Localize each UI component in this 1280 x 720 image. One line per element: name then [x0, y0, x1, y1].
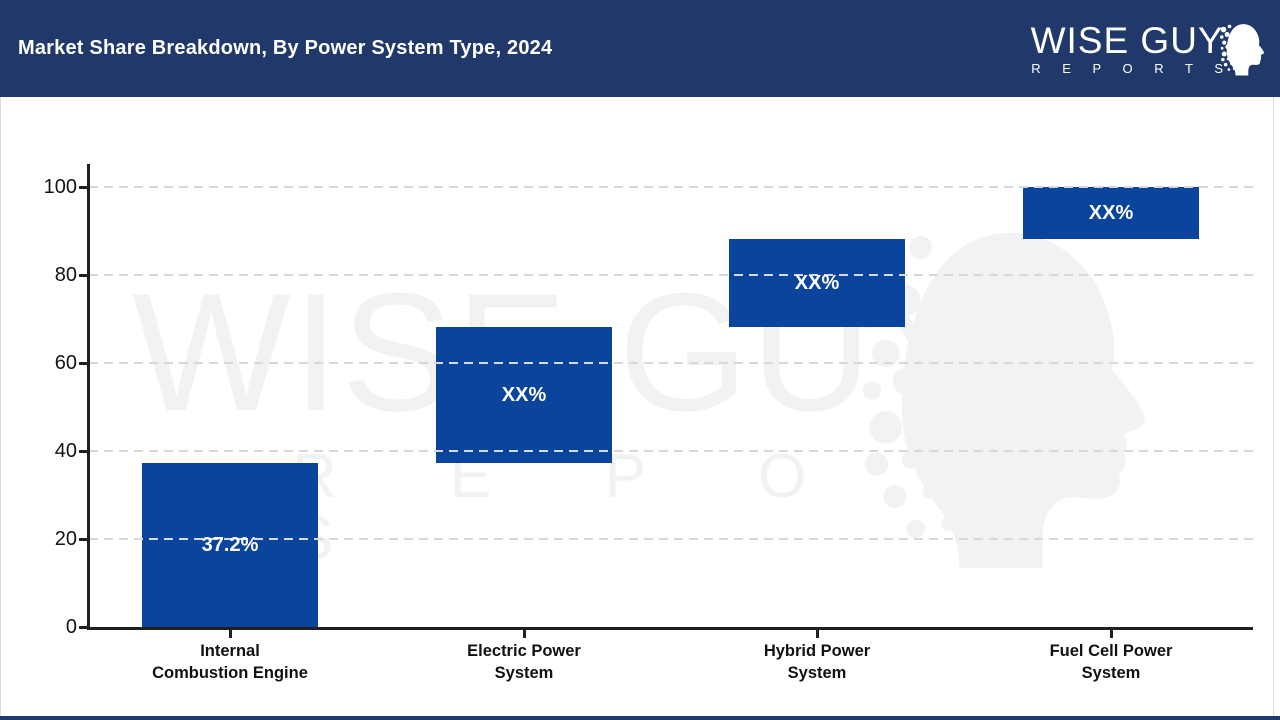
x-category-label-1: Internal Combustion Engine	[152, 642, 308, 682]
footer-strip	[0, 716, 1280, 720]
y-tick-mark-100	[79, 186, 89, 189]
x-tick-mark-2	[522, 629, 526, 638]
gridline-20	[89, 538, 1253, 540]
y-axis-line	[87, 164, 90, 630]
bar-value-label-2: XX%	[501, 384, 547, 407]
logo-subtext: R E P O R T S	[1031, 61, 1232, 76]
y-tick-mark-60	[79, 362, 89, 365]
bar-1	[142, 463, 318, 627]
bar-4	[1023, 187, 1199, 239]
wiseguy-head-icon	[1220, 23, 1264, 76]
x-category-label-3: Hybrid Power System	[763, 642, 871, 682]
logo-wordmark: WISE GUY	[1030, 20, 1224, 61]
x-tick-mark-4	[1109, 629, 1113, 638]
brand-logo: WISE GUY R E P O R T S	[1022, 8, 1266, 90]
y-tick-mark-20	[79, 538, 89, 541]
gridline-60	[89, 362, 1253, 364]
gridline-100	[89, 186, 1253, 188]
bar-value-label-1: 37.2%	[201, 534, 259, 557]
x-category-label-4: Fuel Cell Power System	[1049, 642, 1173, 682]
x-axis-line	[87, 627, 1253, 630]
y-tick-label-0: 0	[65, 616, 77, 638]
x-tick-mark-3	[815, 629, 819, 638]
brand-logo-text: WISE GUY R E P O R T S	[1022, 22, 1232, 75]
bar-value-label-3: XX%	[794, 271, 840, 294]
y-tick-label-60: 60	[54, 352, 77, 374]
y-tick-label-80: 80	[54, 264, 77, 286]
frame-line-right	[1273, 97, 1274, 716]
bar-2	[436, 326, 612, 464]
gridline-80	[89, 274, 1253, 276]
bar-3	[729, 238, 905, 327]
chart-title: Market Share Breakdown, By Power System …	[18, 37, 553, 59]
y-tick-label-40: 40	[54, 440, 77, 462]
x-tick-mark-1	[228, 629, 232, 638]
y-tick-mark-0	[79, 626, 89, 629]
y-tick-mark-40	[79, 450, 89, 453]
bar-value-label-4: XX%	[1088, 201, 1134, 224]
y-tick-mark-80	[79, 274, 89, 277]
y-tick-label-20: 20	[54, 528, 77, 550]
gridline-40	[89, 450, 1253, 452]
x-category-label-2: Electric Power System	[467, 642, 581, 682]
frame-line-left	[0, 97, 1, 716]
header: Market Share Breakdown, By Power System …	[0, 0, 1280, 97]
y-tick-label-100: 100	[43, 176, 77, 198]
